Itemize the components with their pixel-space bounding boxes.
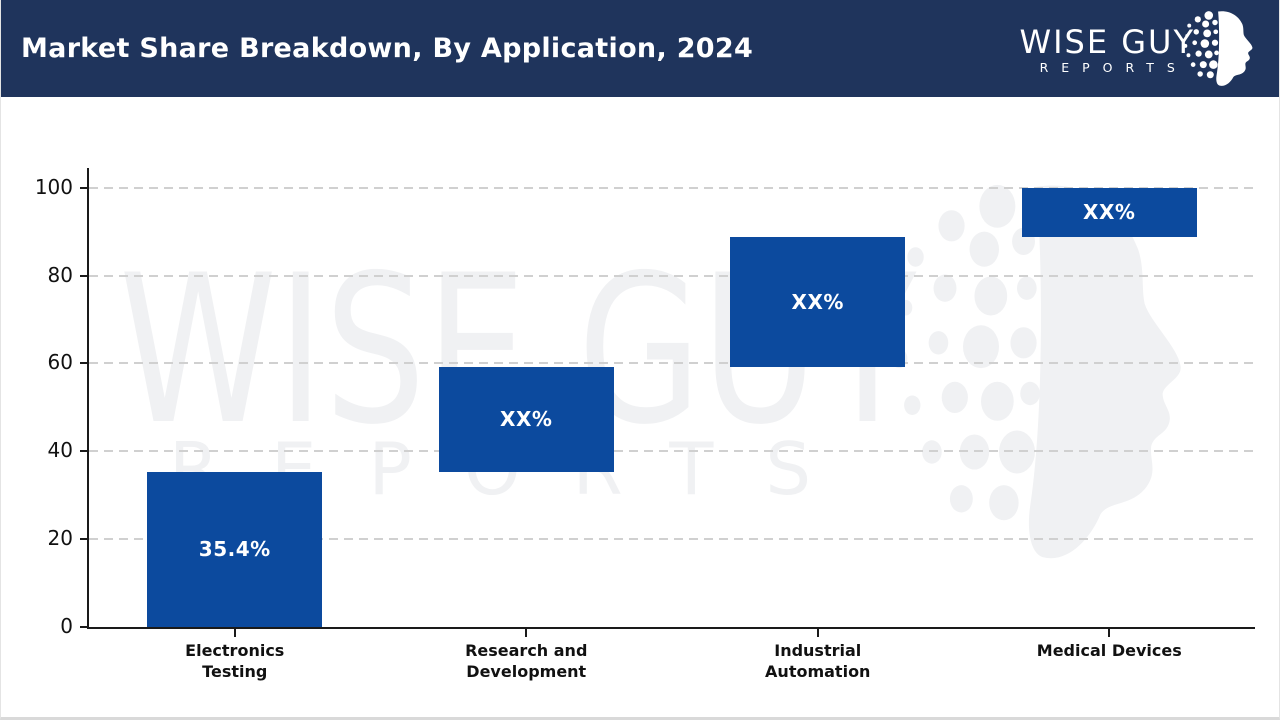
y-axis-tick-label-0: 0 [60, 614, 73, 638]
logo-text: WISE GUY REPORTS [1019, 26, 1195, 75]
y-axis-tick-label-40: 40 [47, 438, 73, 463]
bar-value-label-industrial-automation: XX% [791, 289, 844, 314]
y-axis-tick-label-60: 60 [47, 350, 73, 375]
x-category-label-line: Medical Devices [1036, 641, 1182, 660]
gridline-20 [89, 538, 1255, 541]
logo-face-icon [1179, 10, 1265, 88]
gridline-100 [89, 186, 1255, 189]
x-category-label-line: Research and [465, 641, 588, 660]
x-category-label-medical-devices: Medical Devices [969, 640, 1249, 661]
x-category-label-line: Development [466, 662, 587, 681]
logo-wordmark: WISE GUY [1019, 23, 1195, 62]
y-axis-tick-80 [80, 274, 87, 277]
x-category-label-electronics-testing: Electronics Testing [95, 640, 375, 682]
y-axis-tick-100 [80, 186, 87, 189]
y-axis-line [87, 168, 89, 629]
x-category-label-line: Testing [202, 662, 268, 681]
x-category-label-line: Electronics [185, 641, 285, 660]
x-category-label-industrial-automation: Industrial Automation [678, 640, 958, 682]
logo-subtext: REPORTS [1039, 60, 1188, 76]
plot-area: 35.4% XX% XX% XX% [89, 168, 1255, 627]
bar-value-label-medical-devices: XX% [1083, 200, 1136, 225]
gridline-60 [89, 362, 1255, 365]
bar-electronics-testing: 35.4% [147, 471, 323, 627]
y-axis-tick-60 [80, 362, 87, 365]
y-axis-tick-20 [80, 538, 87, 541]
gridline-40 [89, 450, 1255, 453]
y-axis-tick-label-100: 100 [34, 174, 73, 199]
y-axis-tick-40 [80, 450, 87, 453]
x-axis-tick-industrial-automation [816, 629, 819, 637]
chart-area: WISE GUY REPORTS 35.4%XX%XX%XX% 02040608… [1, 97, 1279, 717]
bar-value-label-electronics-testing: 35.4% [198, 537, 271, 562]
x-category-label-research-and-development: Research and Development [386, 640, 666, 682]
y-axis-tick-label-20: 20 [47, 526, 73, 551]
wise-guy-logo: WISE GUY REPORTS [1019, 10, 1265, 88]
x-category-label-line: Automation [765, 662, 871, 681]
bar-value-label-research-and-development: XX% [500, 407, 553, 432]
gridline-80 [89, 274, 1255, 277]
page-title: Market Share Breakdown, By Application, … [21, 33, 754, 64]
x-axis-tick-research-and-development [525, 629, 528, 637]
header-bar: Market Share Breakdown, By Application, … [1, 0, 1279, 97]
y-axis-tick-0 [80, 626, 87, 628]
bar-industrial-automation: XX% [730, 236, 906, 367]
y-axis-tick-label-80: 80 [47, 262, 73, 287]
x-axis-line [87, 627, 1255, 629]
x-axis-tick-medical-devices [1108, 629, 1111, 637]
x-axis-tick-electronics-testing [233, 629, 236, 637]
bar-medical-devices: XX% [1021, 187, 1197, 237]
bar-research-and-development: XX% [438, 366, 614, 472]
x-category-label-line: Industrial [774, 641, 862, 660]
